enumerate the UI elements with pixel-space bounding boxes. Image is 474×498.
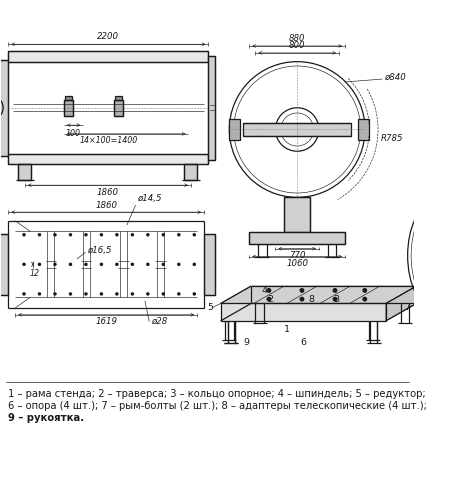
Text: 1: 1 — [284, 325, 290, 334]
Bar — [209, 56, 215, 160]
Text: 7: 7 — [405, 303, 410, 312]
Circle shape — [267, 289, 271, 292]
Bar — [358, 119, 368, 140]
Circle shape — [100, 263, 102, 265]
Text: ø28: ø28 — [151, 316, 167, 325]
Bar — [114, 100, 123, 116]
Text: 2200: 2200 — [97, 32, 119, 41]
Text: 6: 6 — [300, 338, 306, 347]
Bar — [9, 154, 209, 164]
Text: 4: 4 — [261, 286, 267, 295]
Circle shape — [333, 289, 337, 292]
Circle shape — [131, 293, 133, 295]
Circle shape — [131, 263, 133, 265]
Text: 770: 770 — [289, 251, 305, 260]
Circle shape — [363, 289, 366, 292]
Circle shape — [193, 293, 195, 295]
Text: 6 – опора (4 шт.); 7 – рым-болты (2 шт.); 8 – адаптеры телескопические (4 шт.);: 6 – опора (4 шт.); 7 – рым-болты (2 шт.)… — [9, 401, 427, 411]
Circle shape — [333, 297, 337, 301]
Bar — [18, 164, 31, 180]
Bar — [65, 96, 72, 100]
Text: 100: 100 — [66, 128, 81, 137]
Bar — [284, 197, 310, 232]
Circle shape — [69, 234, 72, 236]
Bar — [115, 96, 122, 100]
Text: 3: 3 — [333, 295, 339, 304]
Circle shape — [54, 293, 56, 295]
Circle shape — [193, 234, 195, 236]
Circle shape — [116, 263, 118, 265]
Text: 1860: 1860 — [95, 201, 117, 210]
Circle shape — [178, 263, 180, 265]
Polygon shape — [386, 286, 416, 321]
Circle shape — [0, 96, 3, 120]
Circle shape — [38, 234, 41, 236]
Text: ø14,5: ø14,5 — [137, 194, 162, 203]
Circle shape — [363, 297, 366, 301]
Polygon shape — [220, 286, 416, 303]
Text: 880: 880 — [289, 34, 305, 43]
Text: 800: 800 — [289, 41, 305, 50]
Circle shape — [69, 263, 72, 265]
Circle shape — [178, 234, 180, 236]
Bar — [249, 232, 345, 245]
Circle shape — [69, 293, 72, 295]
Circle shape — [100, 234, 102, 236]
Circle shape — [300, 297, 304, 301]
Circle shape — [162, 293, 164, 295]
Bar — [0, 234, 9, 295]
Circle shape — [147, 263, 149, 265]
Bar — [229, 119, 240, 140]
Text: R785: R785 — [381, 133, 403, 143]
Bar — [0, 60, 9, 155]
Circle shape — [23, 234, 25, 236]
Circle shape — [23, 263, 25, 265]
Text: 1619: 1619 — [95, 317, 117, 326]
Text: 9 – рукоятка.: 9 – рукоятка. — [9, 413, 84, 423]
Circle shape — [147, 293, 149, 295]
Bar — [204, 234, 215, 295]
Text: 12: 12 — [29, 268, 39, 277]
Circle shape — [23, 293, 25, 295]
Bar — [9, 51, 209, 62]
Circle shape — [38, 263, 41, 265]
Circle shape — [147, 234, 149, 236]
Polygon shape — [220, 303, 386, 321]
Circle shape — [116, 293, 118, 295]
Circle shape — [85, 263, 87, 265]
Text: 5: 5 — [207, 303, 213, 312]
Circle shape — [193, 263, 195, 265]
Bar — [184, 164, 198, 180]
Circle shape — [162, 234, 164, 236]
Circle shape — [54, 263, 56, 265]
Bar — [64, 100, 73, 116]
Text: 1860: 1860 — [97, 188, 119, 197]
Circle shape — [131, 234, 133, 236]
Text: 8: 8 — [309, 295, 315, 304]
Circle shape — [178, 293, 180, 295]
Circle shape — [54, 234, 56, 236]
Circle shape — [85, 293, 87, 295]
Circle shape — [162, 263, 164, 265]
Text: ø16,5: ø16,5 — [87, 246, 112, 255]
Text: 14×100=1400: 14×100=1400 — [79, 135, 137, 144]
Text: 1 – рама стенда; 2 – траверса; 3 – кольцо опорное; 4 – шпиндель; 5 – редуктор;: 1 – рама стенда; 2 – траверса; 3 – кольц… — [9, 389, 426, 399]
Circle shape — [267, 297, 271, 301]
Circle shape — [85, 234, 87, 236]
Circle shape — [300, 289, 304, 292]
Text: 2: 2 — [267, 295, 273, 304]
Text: ø840: ø840 — [384, 73, 406, 82]
Circle shape — [100, 293, 102, 295]
Circle shape — [38, 293, 41, 295]
Text: 1060: 1060 — [286, 259, 308, 268]
Circle shape — [116, 234, 118, 236]
Text: 9: 9 — [244, 338, 250, 347]
Bar — [243, 123, 351, 136]
